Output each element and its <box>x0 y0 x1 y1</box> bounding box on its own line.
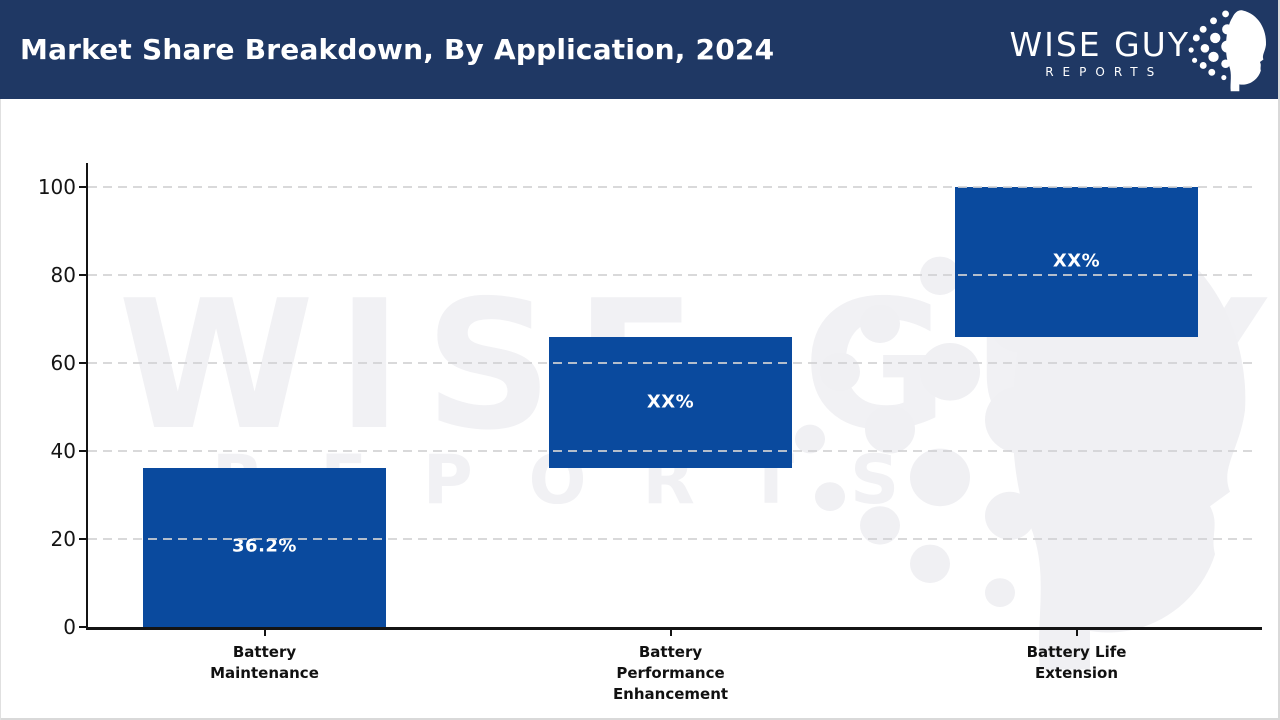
y-axis-tick-40 <box>79 450 87 452</box>
header-bar: Market Share Breakdown, By Application, … <box>0 0 1280 99</box>
y-axis-tick-80 <box>79 274 87 276</box>
gridline-80 <box>88 274 1256 276</box>
y-axis-tick-60 <box>79 362 87 364</box>
gridline-20 <box>88 538 1256 540</box>
bar-value-label: XX% <box>646 391 695 413</box>
gridline-100 <box>88 186 1256 188</box>
y-axis-tick-label: 20 <box>50 527 76 551</box>
y-axis-tick-0 <box>79 626 87 628</box>
y-axis-tick-label: 60 <box>50 351 76 375</box>
y-axis-spine <box>86 163 88 630</box>
gridline-60 <box>88 362 1256 364</box>
chart-canvas: WISE GUY REPORTS 0 20 40 60 80 100 36.2% Batter… <box>0 99 1280 720</box>
bar-value-label: 36.2% <box>232 536 297 558</box>
chart-title: Market Share Breakdown, By Application, … <box>20 33 775 66</box>
wise-guy-reports-logo: WISE GUY REPORTS <box>1009 7 1272 93</box>
x-axis-category-label: Battery Life Extension <box>1026 643 1127 682</box>
y-axis-tick-20 <box>79 538 87 540</box>
x-axis-category-label: Battery Performance Enhancement <box>612 643 729 703</box>
y-axis-tick-label: 80 <box>50 263 76 287</box>
bar-battery-maintenance: 36.2% <box>143 467 386 627</box>
bar-battery-performance-enhancement: XX% <box>549 337 792 468</box>
logo-wordmark: WISE GUY <box>1009 24 1190 64</box>
x-axis-spine <box>86 627 1262 630</box>
bar-battery-life-extension: XX% <box>955 187 1198 338</box>
logo-text: WISE GUY REPORTS <box>1009 25 1190 79</box>
x-axis-tick-battery-performance-enhancement <box>669 629 672 636</box>
logo-face-icon <box>1188 9 1267 91</box>
bar-value-label: XX% <box>1052 250 1101 272</box>
gridline-40 <box>88 450 1256 452</box>
y-axis-tick-100 <box>79 186 87 188</box>
x-axis-tick-battery-life-extension <box>1075 629 1078 636</box>
x-axis-category-label: Battery Maintenance <box>210 643 319 682</box>
y-axis-tick-label: 100 <box>37 175 76 199</box>
y-axis-tick-label: 40 <box>50 439 76 463</box>
y-axis-tick-label: 0 <box>63 615 76 639</box>
x-axis-tick-battery-maintenance <box>263 629 266 636</box>
logo-subtitle: REPORTS <box>1045 64 1164 79</box>
